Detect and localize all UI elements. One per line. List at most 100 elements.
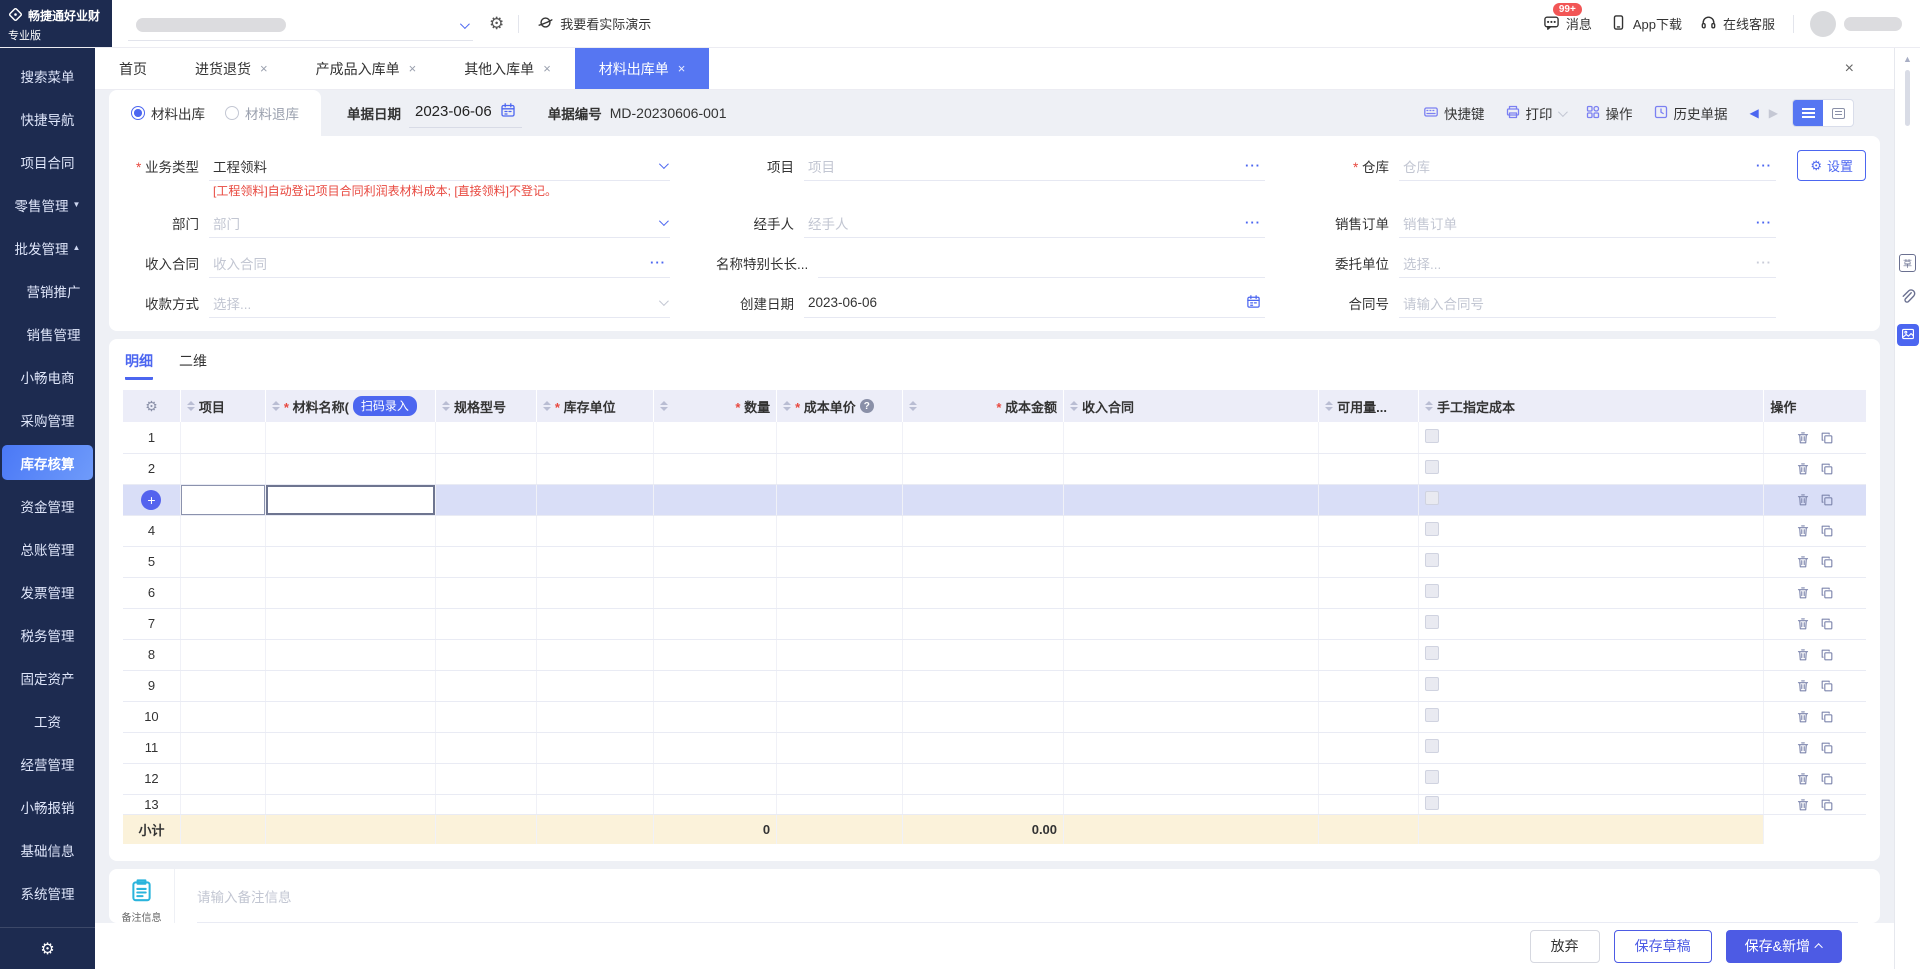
cell-qty[interactable] [653, 608, 778, 640]
cell-qty[interactable] [653, 422, 778, 454]
column-header-amount[interactable]: 成本金额 [902, 390, 1065, 422]
sort-arrows-icon[interactable] [908, 401, 917, 411]
more-options-icon[interactable]: ··· [1245, 215, 1261, 230]
close-all-tabs-icon[interactable]: × [1844, 59, 1854, 77]
delete-row-icon[interactable] [1791, 492, 1815, 507]
cell-project[interactable] [180, 794, 266, 815]
cell-spec[interactable] [435, 670, 537, 702]
cell-unit[interactable] [536, 701, 654, 733]
topbar-gear-icon[interactable]: ⚙ [489, 13, 505, 33]
cell-spec[interactable] [435, 453, 537, 485]
field-input[interactable]: 选择... [209, 288, 670, 318]
cell-price[interactable] [776, 484, 903, 516]
manual-cost-checkbox[interactable] [1424, 428, 1439, 443]
cell-project[interactable] [180, 577, 266, 609]
copy-row-icon[interactable] [1815, 554, 1839, 569]
sort-arrows-icon[interactable] [783, 401, 792, 411]
cell-contract[interactable] [1063, 546, 1320, 578]
copy-row-icon[interactable] [1815, 492, 1839, 507]
cell-avail[interactable] [1318, 453, 1419, 485]
cell-amount[interactable] [902, 515, 1065, 547]
add-row-button[interactable]: + [141, 489, 162, 510]
date-input[interactable]: 2023-06-06 [409, 99, 522, 128]
column-header-unit[interactable]: 库存单位 [536, 390, 654, 422]
discard-button[interactable]: 放弃 [1529, 929, 1600, 963]
cell-qty[interactable] [653, 732, 778, 764]
manual-cost-checkbox[interactable] [1424, 522, 1439, 536]
cell-contract[interactable] [1063, 608, 1320, 640]
delete-row-icon[interactable] [1791, 429, 1815, 444]
manual-cost-checkbox[interactable] [1424, 646, 1439, 660]
cell-contract[interactable] [1063, 794, 1320, 815]
sort-arrows-icon[interactable] [659, 401, 668, 411]
sidebar-item-13[interactable]: 发票管理 [0, 570, 95, 613]
sort-arrows-icon[interactable] [1070, 401, 1079, 411]
manual-cost-checkbox[interactable] [1424, 553, 1439, 567]
help-icon[interactable]: ? [859, 399, 874, 413]
sidebar-item-3[interactable]: 项目合同 [0, 140, 95, 183]
messages-button[interactable]: 99+ 消息 [1543, 2, 1592, 34]
cell-qty[interactable] [653, 515, 778, 547]
cell-material[interactable] [265, 670, 436, 702]
cell-amount[interactable] [902, 732, 1065, 764]
cell-amount[interactable] [902, 670, 1065, 702]
manual-cost-checkbox[interactable] [1424, 615, 1439, 629]
copy-row-icon[interactable] [1815, 709, 1839, 724]
tab-5[interactable]: 材料出库单 × [574, 48, 710, 89]
more-options-icon[interactable]: ··· [1245, 158, 1261, 173]
field-input[interactable]: 请输入合同号 [1399, 288, 1776, 318]
field-input[interactable]: 选择... ··· [1399, 248, 1776, 278]
cell-contract[interactable] [1063, 670, 1320, 702]
app-download-button[interactable]: App下载 [1610, 14, 1682, 34]
sort-arrows-icon[interactable] [186, 401, 195, 411]
cell-material[interactable] [265, 422, 436, 454]
copy-row-icon[interactable] [1815, 740, 1839, 755]
delete-row-icon[interactable] [1791, 523, 1815, 538]
cell-spec[interactable] [435, 577, 537, 609]
cell-amount[interactable] [902, 546, 1065, 578]
cell-amount[interactable] [902, 453, 1065, 485]
cell-avail[interactable] [1318, 639, 1419, 671]
doc-type-radio-1[interactable]: 材料出库 [131, 103, 205, 123]
sidebar-item-5[interactable]: 批发管理 ▲ [0, 226, 95, 269]
cell-spec[interactable] [435, 732, 537, 764]
paperclip-icon[interactable] [1899, 288, 1916, 308]
cell-spec[interactable] [435, 608, 537, 640]
cell-price[interactable] [776, 639, 903, 671]
cell-price[interactable] [776, 701, 903, 733]
cell-project[interactable] [180, 670, 266, 702]
delete-row-icon[interactable] [1791, 796, 1815, 811]
copy-row-icon[interactable] [1815, 796, 1839, 811]
memo-input[interactable]: 请输入备注信息 [197, 869, 1858, 923]
cell-amount[interactable] [902, 763, 1065, 795]
column-header-spec[interactable]: 规格型号 [435, 390, 537, 422]
tab-1[interactable]: 首页 [95, 48, 171, 89]
form-settings-button[interactable]: ⚙ 设置 [1797, 150, 1866, 181]
manual-cost-checkbox[interactable] [1424, 739, 1439, 753]
toolbar-action-1[interactable]: 快捷键 [1423, 103, 1485, 123]
cell-amount[interactable] [902, 577, 1065, 609]
cell-unit[interactable] [536, 639, 654, 671]
avatar[interactable] [1810, 10, 1836, 37]
sort-arrows-icon[interactable] [1325, 401, 1334, 411]
cell-material[interactable] [265, 701, 436, 733]
scroll-up-arrow[interactable]: ▲ [1903, 54, 1912, 64]
cell-contract[interactable] [1063, 701, 1320, 733]
cell-material[interactable] [265, 732, 436, 764]
sort-arrows-icon[interactable] [542, 401, 551, 411]
field-input[interactable]: 收入合同 ··· [209, 248, 670, 278]
cell-amount[interactable] [902, 608, 1065, 640]
cell-spec[interactable] [435, 639, 537, 671]
cell-project[interactable] [180, 515, 266, 547]
field-input[interactable]: 仓库 ··· [1399, 151, 1776, 181]
cell-material[interactable] [265, 763, 436, 795]
cell-unit[interactable] [536, 422, 654, 454]
cell-contract[interactable] [1063, 732, 1320, 764]
table-settings-gear-icon[interactable]: ⚙ [145, 397, 158, 414]
cell-project[interactable] [180, 701, 266, 733]
field-input[interactable]: 销售订单 ··· [1399, 208, 1776, 238]
delete-row-icon[interactable] [1791, 709, 1815, 724]
cell-unit[interactable] [536, 608, 654, 640]
cell-project[interactable] [180, 422, 266, 454]
copy-row-icon[interactable] [1815, 678, 1839, 693]
